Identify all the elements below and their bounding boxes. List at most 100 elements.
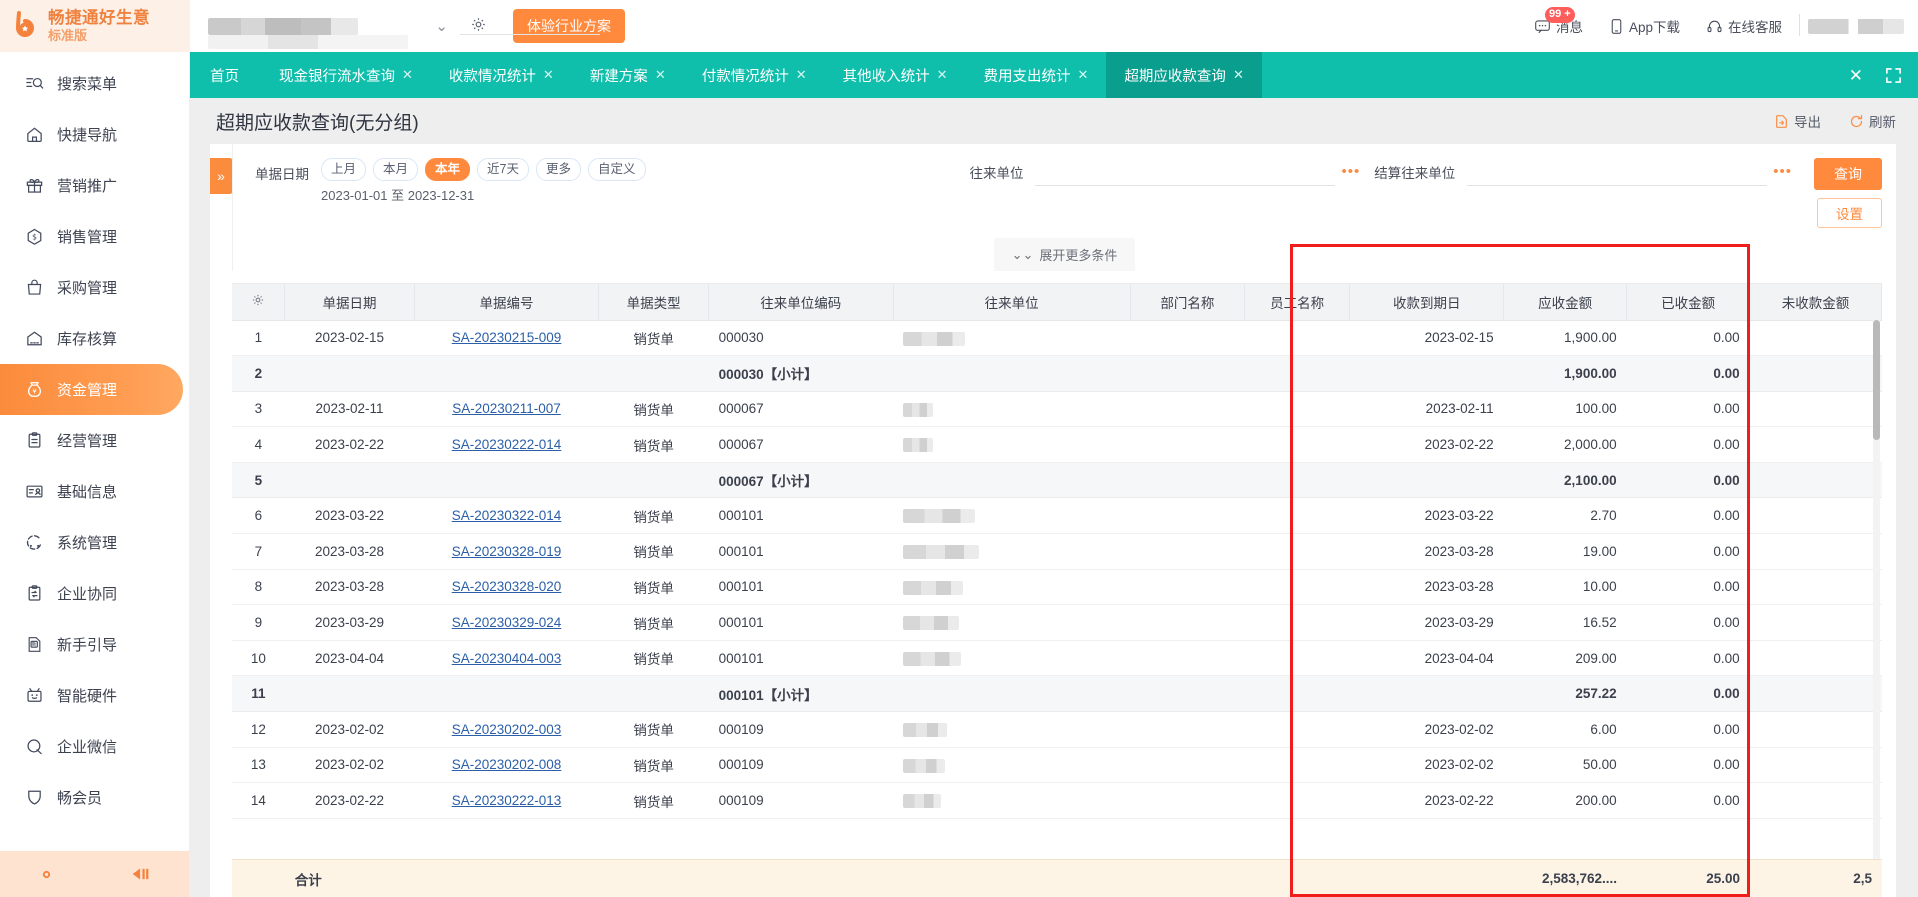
sidebar-item-purchase[interactable]: 采购管理 [0,262,189,313]
document-link[interactable]: SA-20230404-003 [451,650,562,666]
column-settings-icon[interactable] [251,295,265,310]
document-link[interactable]: SA-20230202-003 [451,721,562,737]
partner-input[interactable] [1035,158,1336,186]
column-header-receivable[interactable]: 应收金额 [1503,284,1628,321]
table-row[interactable]: 9 2023-03-29 SA-20230329-024 销货单 000101 2023-… [232,604,1882,641]
close-icon[interactable]: ✕ [1077,67,1089,82]
date-chip-more[interactable]: 更多 [536,158,582,181]
document-link[interactable]: SA-20230328-019 [451,543,562,559]
tab-cash-bank-flow[interactable]: 现金银行流水查询 ✕ [261,52,431,98]
sidebar-item-operations[interactable]: 经营管理 [0,415,189,466]
table-row[interactable]: 7 2023-03-28 SA-20230328-019 销货单 000101 2023-… [232,533,1882,570]
document-link[interactable]: SA-20230211-007 [452,401,561,417]
table-subtotal-row[interactable]: 11 000101【小计】 257.22 0.00 [232,675,1882,713]
column-header-date[interactable]: 单据日期 [284,284,415,321]
sidebar-item-quick-nav[interactable]: 快捷导航 [0,109,189,160]
fullscreen-icon[interactable] [1885,67,1902,84]
settings-button[interactable]: 设置 [1817,198,1882,228]
column-header-department[interactable]: 部门名称 [1130,284,1245,321]
tab-receipt-stats[interactable]: 收款情况统计 ✕ [431,52,572,98]
column-header-partner-code[interactable]: 往来单位编码 [708,284,894,321]
online-service-action[interactable]: 在线客服 [1706,16,1782,36]
close-all-tabs-icon[interactable]: ✕ [1848,65,1863,85]
sidebar-item-inventory[interactable]: 库存核算 [0,313,189,364]
app-download-action[interactable]: App下载 [1609,16,1680,36]
tab-expense-stats[interactable]: 费用支出统计 ✕ [966,52,1107,98]
settle-partner-input[interactable] [1467,158,1768,186]
column-header-due-date[interactable]: 收款到期日 [1349,284,1505,321]
column-header-partner[interactable]: 往来单位 [893,284,1131,321]
messages-action[interactable]: 消息 99 + [1534,7,1583,36]
table-row[interactable]: 8 2023-03-28 SA-20230328-020 销货单 000101 2023-… [232,569,1882,606]
chevron-down-icon[interactable]: ⌄ [435,17,448,35]
query-button[interactable]: 查询 [1814,158,1882,190]
close-icon[interactable]: ✕ [542,67,554,82]
sidebar-item-basic-info[interactable]: 基础信息 [0,466,189,517]
tab-home[interactable]: 首页 [190,52,261,98]
close-icon[interactable]: ✕ [1232,67,1244,82]
document-link[interactable]: SA-20230328-020 [451,579,562,595]
close-icon[interactable]: ✕ [654,67,666,82]
column-header-unreceived[interactable]: 未收款金额 [1749,284,1882,321]
tab-new-plan[interactable]: 新建方案 ✕ [572,52,684,98]
user-name-redacted[interactable] [1808,18,1904,34]
ellipsis-icon[interactable]: ••• [1341,163,1361,180]
sidebar-item-vip[interactable]: 畅会员 [0,772,189,823]
date-chip-last-month[interactable]: 上月 [321,158,367,181]
close-icon[interactable]: ✕ [795,67,807,82]
table-row[interactable]: 10 2023-04-04 SA-20230404-003 销货单 000101 2023… [232,640,1882,677]
column-header-doc-no[interactable]: 单据编号 [414,284,600,321]
grid-scrollbar-track[interactable] [1873,320,1880,859]
sidebar-item-sales[interactable]: $ 销售管理 [0,211,189,262]
table-row[interactable]: 14 2023-02-22 SA-20230222-013 销货单 000109 2023… [232,782,1882,819]
ellipsis-icon[interactable]: ••• [1773,163,1792,180]
document-link[interactable]: SA-20230202-008 [451,757,562,773]
sidebar-item-system[interactable]: 系统管理 [0,517,189,568]
double-chevron-right-icon[interactable]: » [210,158,232,194]
date-chip-custom[interactable]: 自定义 [588,158,646,181]
sidebar-item-smart-hardware[interactable]: 智能硬件 [0,670,189,721]
tab-overdue-receivables[interactable]: 超期应收款查询 ✕ [1106,52,1262,98]
sidebar-item-fund-management[interactable]: ¥ 资金管理 [0,364,183,415]
grid-scrollbar-thumb[interactable] [1873,320,1880,440]
table-row[interactable]: 4 2023-02-22 SA-20230222-014 销货单 000067 2023-… [232,426,1882,463]
gear-icon[interactable] [470,16,487,36]
table-subtotal-row[interactable]: 5 000067【小计】 2,100.00 0.00 [232,462,1882,499]
column-header-doc-type[interactable]: 单据类型 [598,284,710,321]
org-name-redacted [208,17,358,35]
document-link[interactable]: SA-20230215-009 [451,330,562,346]
expand-conditions-button[interactable]: ⌄⌄ 展开更多条件 [993,238,1136,271]
table-row[interactable]: 6 2023-03-22 SA-20230322-014 销货单 000101 2023-… [232,497,1882,535]
tab-other-income-stats[interactable]: 其他收入统计 ✕ [825,52,966,98]
document-link[interactable]: SA-20230322-014 [451,508,562,524]
date-chip-this-month[interactable]: 本月 [373,158,419,181]
sidebar-item-search-menu[interactable]: 搜索菜单 [0,58,189,109]
close-icon[interactable]: ✕ [936,67,948,82]
column-settings-cell[interactable] [232,284,286,321]
column-header-employee[interactable]: 员工名称 [1244,284,1351,321]
document-link[interactable]: SA-20230222-013 [451,793,562,809]
refresh-button[interactable]: 刷新 [1849,111,1896,131]
org-selector[interactable]: ⌄ [208,11,448,49]
settings-gear-icon[interactable] [37,865,56,884]
table-row[interactable]: 1 2023-02-15 SA-20230215-009 销货单 000030 2023-… [232,320,1882,357]
date-chip-this-year[interactable]: 本年 [425,158,471,181]
sidebar-item-marketing[interactable]: 营销推广 [0,160,189,211]
sidebar-item-beginner-guide[interactable]: 新 新手引导 [0,619,189,670]
close-icon[interactable]: ✕ [402,67,413,82]
tab-payment-stats[interactable]: 付款情况统计 ✕ [684,52,825,98]
date-chip-last-7-days[interactable]: 近7天 [477,158,529,181]
document-link[interactable]: SA-20230329-024 [451,615,562,631]
table-row[interactable]: 3 2023-02-11 SA-20230211-007 销货单 000067 2023-… [232,391,1882,428]
collapse-icon[interactable] [130,866,152,882]
export-button[interactable]: 导出 [1774,111,1821,131]
document-link[interactable]: SA-20230222-014 [451,437,562,453]
table-row[interactable]: 13 2023-02-02 SA-20230202-008 销货单 000109 2023… [232,747,1882,784]
sidebar-item-collaboration[interactable]: 企业协同 [0,568,189,619]
column-header-received[interactable]: 已收金额 [1626,284,1751,321]
experience-solution-button[interactable]: 体验行业方案 [513,9,625,43]
grid-scroll-area[interactable]: 单据日期 单据编号 单据类型 往来单位编码 往来单位 部门名称 员工名称 收款到… [232,283,1882,859]
table-row[interactable]: 12 2023-02-02 SA-20230202-003 销货单 000109 2023… [232,711,1882,748]
table-subtotal-row[interactable]: 2 000030【小计】 1,900.00 0.00 [232,355,1882,392]
sidebar-item-wecom[interactable]: 企业微信 [0,721,189,772]
